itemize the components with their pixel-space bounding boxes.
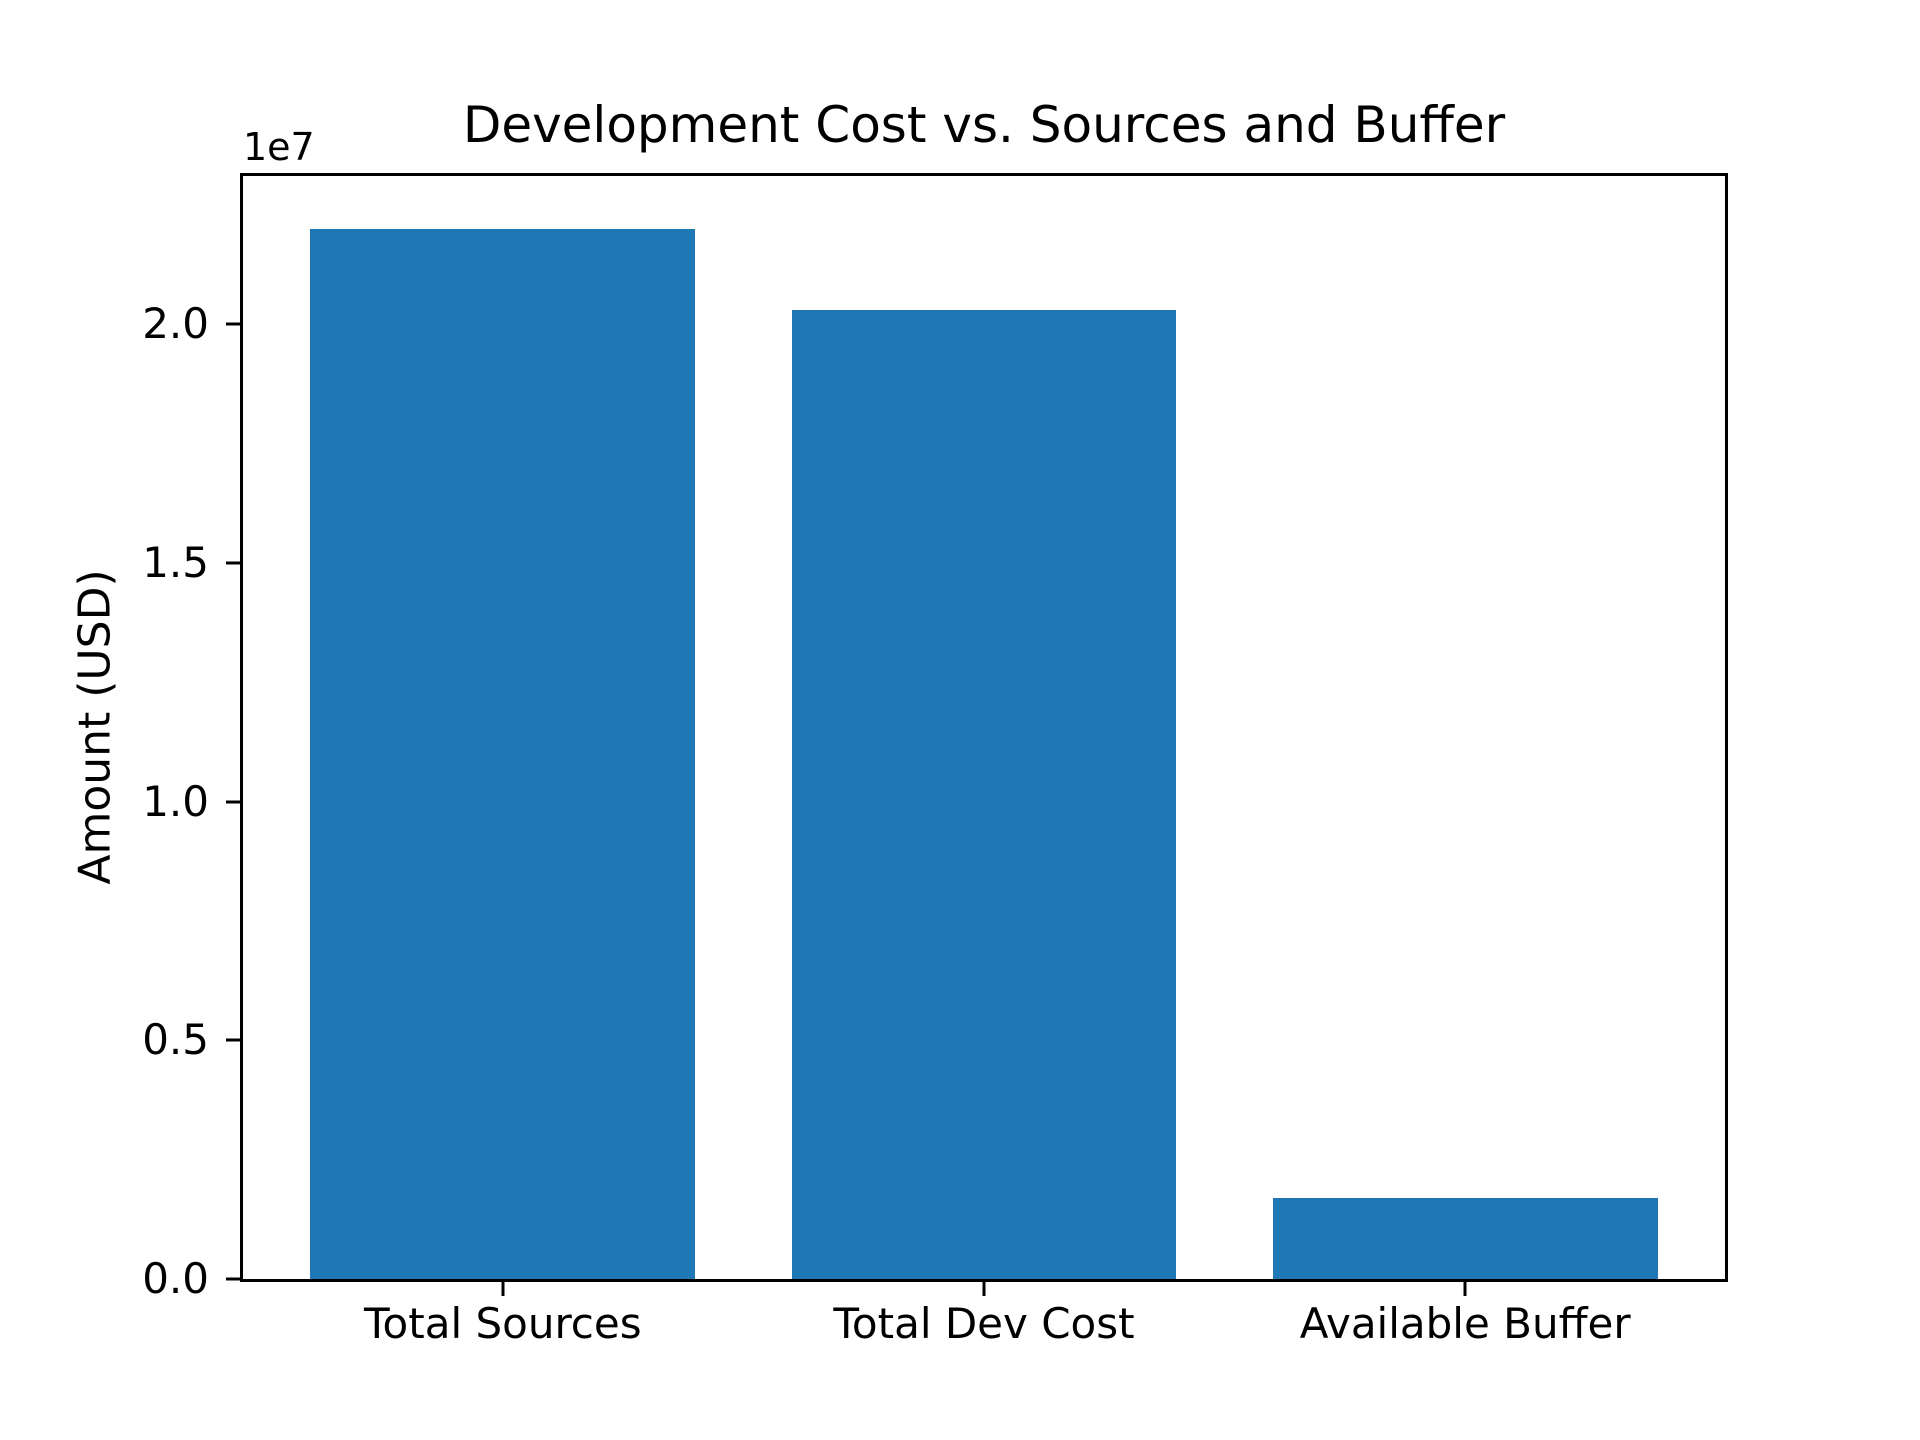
y-tick-label-0.5: 0.5 — [142, 1015, 209, 1065]
y-tick-mark-1.0 — [226, 800, 240, 804]
y-tick-mark-1.5 — [226, 561, 240, 565]
plot-area: 0.0 0.5 1.0 1.5 2.0 Total Sources Total Dev Co… — [142, 173, 1728, 1345]
x-tick-mark-available-buffer — [1463, 1282, 1467, 1296]
y-axis-label: Amount (USD) — [69, 569, 121, 885]
y-axis-offset-label: 1e7 — [243, 125, 315, 169]
y-tick-label-0.0: 0.0 — [142, 1254, 209, 1303]
bar-available-buffer — [1272, 1197, 1658, 1279]
y-tick-mark-0.0 — [226, 1277, 240, 1281]
x-tick-label-total-dev-cost: Total Dev Cost — [833, 1299, 1135, 1348]
y-tick-mark-0.5 — [226, 1038, 240, 1042]
chart-title: Development Cost vs. Sources and Buffer — [462, 96, 1506, 154]
bar-total-dev-cost — [791, 309, 1177, 1279]
y-tick-mark-2.0 — [226, 322, 240, 326]
x-tick-mark-total-sources — [501, 1282, 505, 1296]
y-tick-label-1.5: 1.5 — [142, 537, 209, 587]
x-tick-label-available-buffer: Available Buffer — [1299, 1299, 1631, 1348]
bar-total-sources — [310, 228, 696, 1279]
y-tick-label-2.0: 2.0 — [142, 299, 209, 349]
x-tick-mark-total-dev-cost — [982, 1282, 986, 1296]
x-tick-label-total-sources: Total Sources — [364, 1299, 642, 1348]
y-tick-label-1.0: 1.0 — [142, 776, 209, 826]
